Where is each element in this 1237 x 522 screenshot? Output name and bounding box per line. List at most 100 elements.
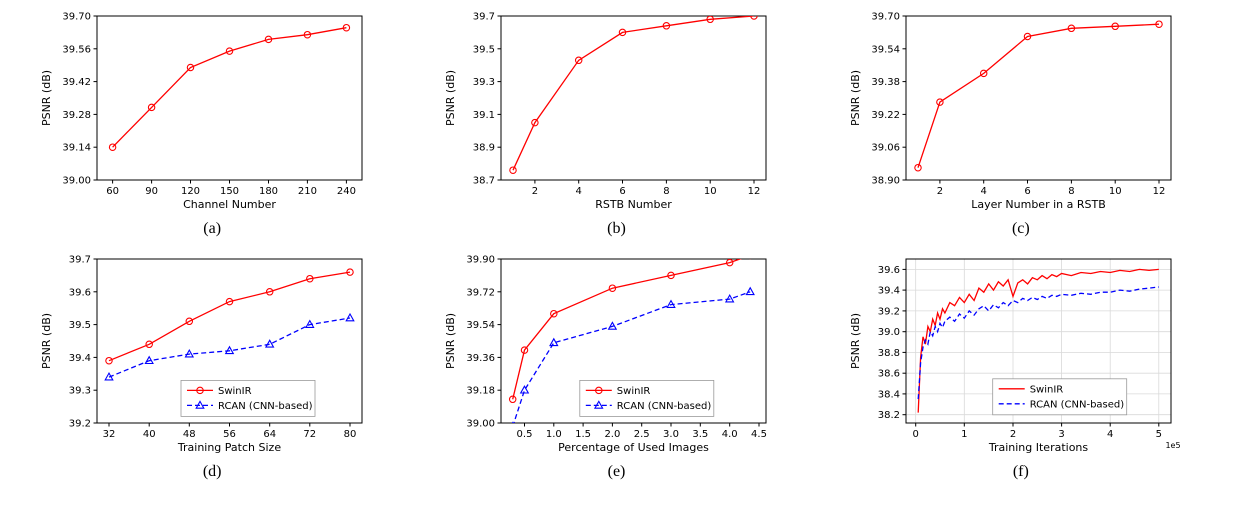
series-line-0 [914,20,1163,172]
caption-f: (f) [1012,463,1029,480]
svg-text:SwinIR: SwinIR [617,386,651,397]
series-RCAN (CNN-based) [512,286,756,423]
svg-text:SwinIR: SwinIR [1030,384,1064,395]
axis-ticks: 0.5 1.0 1.5 2.0 2.5 3.0 3.5 4.0 4.5 39.00 39.18 39.… [467,255,768,441]
svg-text:39.36: 39.36 [467,353,496,364]
svg-text:39.0: 39.0 [878,327,900,338]
svg-text:1.0: 1.0 [546,429,562,440]
svg-text:2: 2 [532,186,538,197]
svg-text:3.5: 3.5 [693,429,709,440]
svg-text:32: 32 [103,429,116,440]
caption-c: (c) [1011,220,1030,237]
svg-text:39.7: 39.7 [473,12,495,23]
svg-text:39.54: 39.54 [467,320,496,331]
svg-text:10: 10 [704,186,717,197]
svg-text:1e5: 1e5 [1165,441,1180,450]
svg-text:0.5: 0.5 [517,429,533,440]
chart-cell-e: 0.5 1.0 1.5 2.0 2.5 3.0 3.5 4.0 4.5 39.00 39.18 39.… [414,251,818,480]
axes-box [500,15,767,181]
x-axis-label: Percentage of Used Images [559,441,710,454]
x-axis-label: Layer Number in a RSTB [971,198,1106,211]
svg-text:39.3: 39.3 [473,77,495,88]
svg-text:2.0: 2.0 [605,429,621,440]
svg-text:5: 5 [1155,429,1161,440]
svg-text:10: 10 [1109,186,1122,197]
svg-text:PSNR (dB): PSNR (dB) [444,70,457,126]
svg-text:39.6: 39.6 [878,265,900,276]
svg-text:39.28: 39.28 [63,110,92,121]
svg-text:12: 12 [1152,186,1165,197]
legend: SwinIR RCAN (CNN-based) [992,378,1127,416]
svg-text:PSNR (dB): PSNR (dB) [849,70,862,126]
chart-cell-a: 60 90 120 150 180 210 240 39.00 39.14 39.28 39.42 3… [10,8,414,237]
svg-text:4: 4 [576,186,582,197]
svg-text:80: 80 [344,429,357,440]
svg-text:64: 64 [263,429,276,440]
svg-text:39.00: 39.00 [63,176,92,187]
y-axis-label: PSNR (dB) [849,70,862,126]
svg-text:39.54: 39.54 [871,44,900,55]
figure-grid: 60 90 120 150 180 210 240 39.00 39.14 39.28 39.42 3… [10,8,1223,480]
x-axis-label: RSTB Number [596,198,673,211]
x-axis-label: Channel Number [183,198,276,211]
svg-text:1.5: 1.5 [576,429,592,440]
series-RCAN (CNN-based) [104,312,355,381]
svg-text:39.06: 39.06 [871,143,900,154]
y-axis-label: PSNR (dB) [40,70,53,126]
svg-text:39.00: 39.00 [467,419,496,430]
axis-ticks: 2 4 6 8 10 12 38.7 38.9 39.1 39.3 39.5 39.7 [473,12,761,198]
chart-cell-c: 2 4 6 8 10 12 38.90 39.06 39.22 39.38 39.54 39.70 La… [819,8,1223,237]
svg-text:48: 48 [183,429,196,440]
legend: SwinIR RCAN (CNN-based) [180,379,316,417]
svg-text:Training Patch Size: Training Patch Size [177,441,281,454]
svg-text:6: 6 [620,186,626,197]
svg-text:39.70: 39.70 [63,12,92,23]
svg-text:1: 1 [961,429,967,440]
chart-e-percentage-used-images: 0.5 1.0 1.5 2.0 2.5 3.0 3.5 4.0 4.5 39.00 39.18 39.… [444,255,768,455]
svg-text:39.7: 39.7 [69,255,91,266]
svg-text:240: 240 [337,186,356,197]
series-line-0 [109,23,351,151]
svg-text:38.4: 38.4 [878,389,900,400]
series-SwinIR [917,268,1159,413]
svg-text:6: 6 [1024,186,1030,197]
caption-d: (d) [202,463,222,480]
series-line-0 [509,16,759,174]
y-axis-label: PSNR (dB) [444,313,457,369]
svg-text:60: 60 [106,186,119,197]
y-axis-label: PSNR (dB) [444,70,457,126]
svg-text:39.38: 39.38 [871,77,900,88]
caption-a: (a) [203,220,222,237]
x-axis-offset-label: 1e5 [1165,441,1180,450]
svg-text:38.9: 38.9 [473,143,495,154]
caption-e: (e) [607,463,626,480]
svg-text:4.0: 4.0 [722,429,738,440]
svg-text:39.4: 39.4 [69,353,91,364]
svg-text:3.0: 3.0 [664,429,680,440]
chart-f-training-iterations: 0 1 2 3 4 5 38.2 38.4 38.6 38.8 39.0 39.2 39.4 39.6 Tr… [849,258,1180,454]
svg-text:38.2: 38.2 [878,410,900,421]
svg-text:SwinIR: SwinIR [218,386,252,397]
svg-text:4: 4 [1107,429,1113,440]
svg-text:4.5: 4.5 [752,429,768,440]
svg-text:Training Iterations: Training Iterations [988,441,1089,454]
svg-text:PSNR (dB): PSNR (dB) [444,313,457,369]
svg-text:39.72: 39.72 [467,287,496,298]
y-axis-label: PSNR (dB) [40,313,53,369]
svg-text:4: 4 [980,186,986,197]
svg-text:PSNR (dB): PSNR (dB) [40,70,53,126]
axes-box [905,15,1172,181]
svg-text:39.14: 39.14 [63,143,92,154]
chart-c-layer-number: 2 4 6 8 10 12 38.90 39.06 39.22 39.38 39.54 39.70 La… [849,12,1172,211]
axes-box [905,258,1172,424]
svg-text:PSNR (dB): PSNR (dB) [40,313,53,369]
svg-text:39.5: 39.5 [69,320,91,331]
svg-text:Percentage of Used Images: Percentage of Used Images [559,441,710,454]
svg-text:39.3: 39.3 [69,386,91,397]
svg-text:72: 72 [304,429,317,440]
svg-text:38.90: 38.90 [871,176,900,187]
legend: SwinIR RCAN (CNN-based) [579,379,715,417]
svg-text:0: 0 [912,429,918,440]
svg-text:PSNR (dB): PSNR (dB) [849,313,862,369]
svg-text:RCAN (CNN-based): RCAN (CNN-based) [617,401,712,412]
